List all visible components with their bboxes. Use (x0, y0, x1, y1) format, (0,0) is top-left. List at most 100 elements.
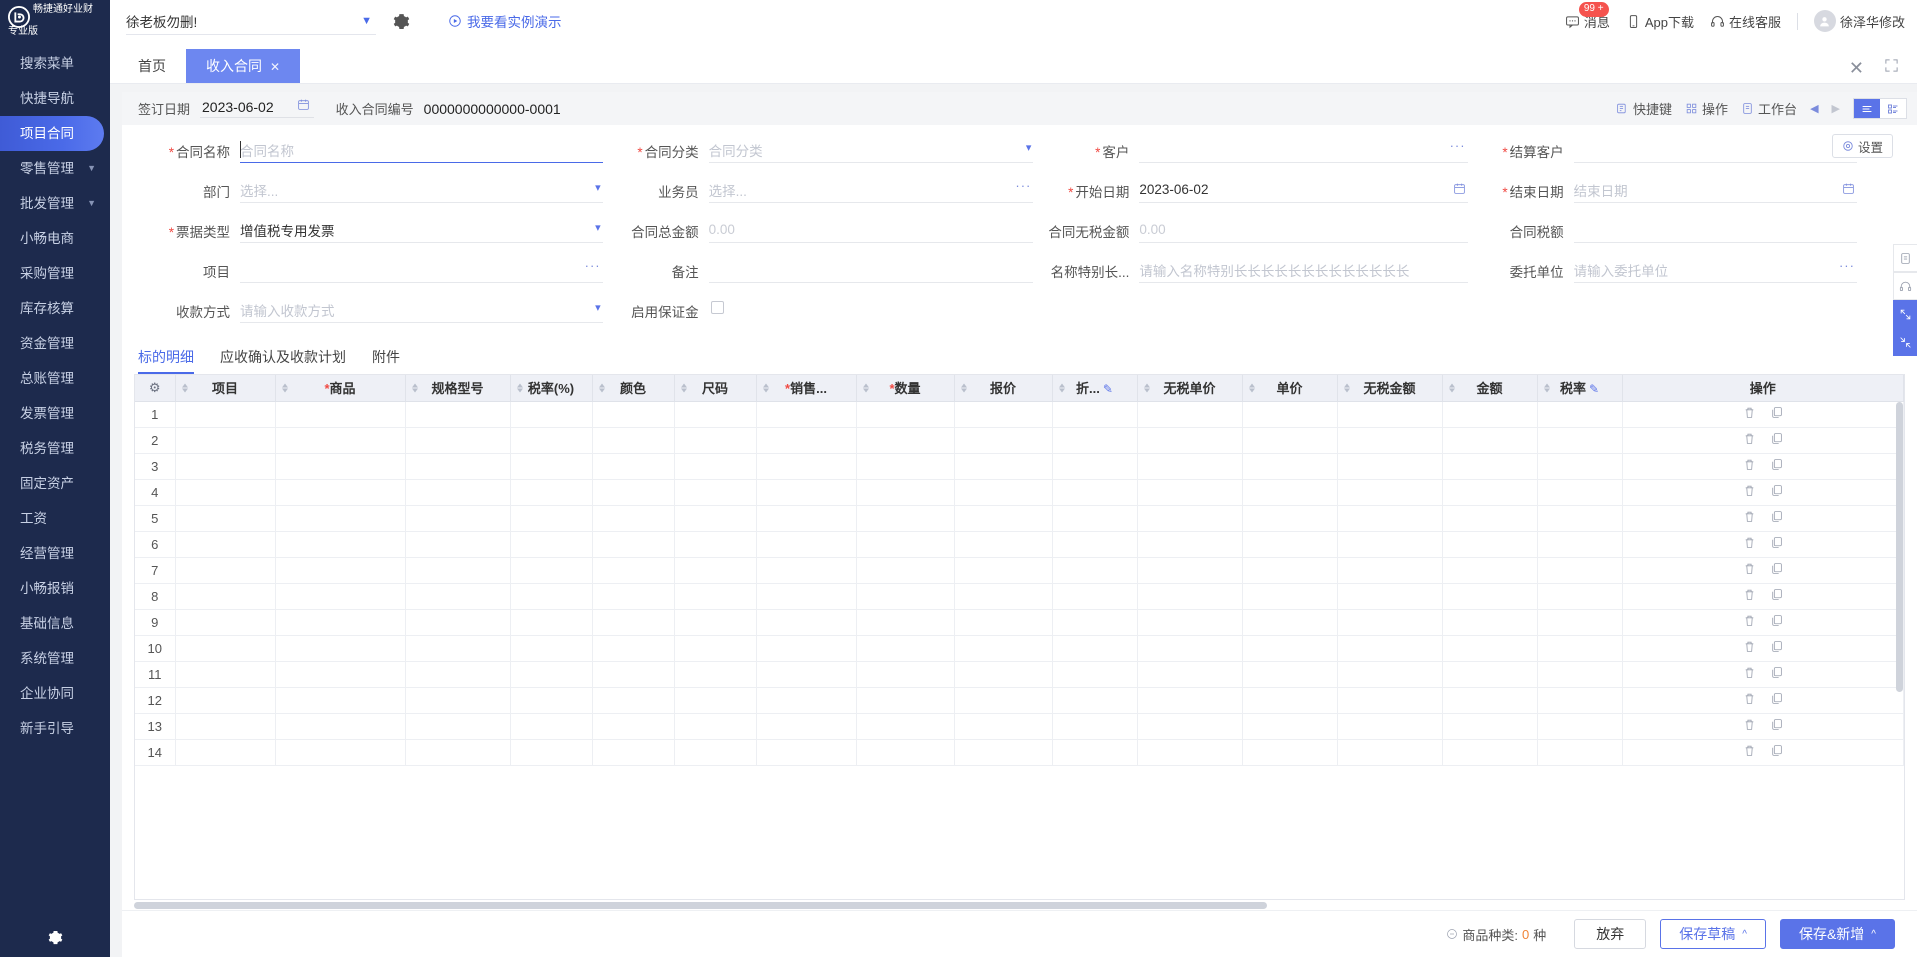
table-cell[interactable] (175, 635, 276, 662)
table-cell[interactable] (1242, 505, 1338, 532)
table-cell[interactable] (275, 635, 406, 662)
sidebar-item-13[interactable]: 工资 (0, 501, 110, 536)
next-record-button[interactable]: ▶ (1831, 103, 1840, 115)
sidebar-item-4[interactable]: 批发管理 ▼ (0, 186, 110, 221)
table-cell[interactable] (592, 739, 675, 766)
table-cell[interactable] (1537, 453, 1623, 480)
table-cell[interactable] (1242, 583, 1338, 610)
table-cell[interactable] (1442, 531, 1538, 558)
account-selector[interactable]: 徐老板勿删! ▼ (126, 7, 376, 35)
table-cell[interactable] (1442, 661, 1538, 688)
more-options-icon[interactable]: ··· (584, 258, 601, 273)
table-cell[interactable] (1052, 531, 1138, 558)
sort-control[interactable] (1543, 383, 1550, 393)
field-control[interactable]: 选择... ▾ (240, 177, 603, 203)
sign-date-field[interactable]: 2023-06-02 (200, 99, 314, 118)
copy-row-icon[interactable] (1770, 406, 1783, 422)
sort-control[interactable] (680, 383, 687, 393)
sidebar-item-17[interactable]: 系统管理 (0, 641, 110, 676)
table-cell[interactable] (592, 661, 675, 688)
table-cell[interactable] (175, 531, 276, 558)
sidebar-item-5[interactable]: 小畅电商 (0, 221, 110, 256)
table-cell[interactable] (756, 505, 857, 532)
table-cell[interactable] (674, 453, 757, 480)
copy-row-icon[interactable] (1770, 614, 1783, 630)
table-cell[interactable] (1137, 609, 1243, 636)
prev-record-button[interactable]: ◀ (1810, 103, 1819, 115)
table-cell[interactable] (510, 453, 593, 480)
table-cell[interactable] (1337, 557, 1443, 584)
table-cell[interactable] (1052, 583, 1138, 610)
sidebar-item-8[interactable]: 资金管理 (0, 326, 110, 361)
fullscreen-button[interactable] (1884, 58, 1899, 77)
sort-control[interactable] (281, 383, 288, 393)
table-cell[interactable] (275, 427, 406, 454)
table-cell[interactable] (1137, 687, 1243, 714)
table-cell[interactable] (856, 661, 955, 688)
table-cell[interactable] (756, 713, 857, 740)
sidebar-item-6[interactable]: 采购管理 (0, 256, 110, 291)
scrollbar-thumb[interactable] (134, 902, 1268, 909)
table-cell[interactable] (1537, 635, 1623, 662)
table-cell[interactable] (592, 635, 675, 662)
table-cell[interactable] (954, 453, 1053, 480)
table-cell[interactable] (1537, 661, 1623, 688)
table-cell[interactable] (1537, 739, 1623, 766)
table-cell[interactable] (1052, 453, 1138, 480)
sidebar-item-7[interactable]: 库存核算 (0, 291, 110, 326)
field-control[interactable]: 增值税专用发票 ▾ (240, 217, 603, 243)
table-cell[interactable] (1137, 661, 1243, 688)
field-control[interactable]: 请输入收款方式 ▾ (240, 297, 603, 323)
table-column-3[interactable]: 规格型号 (405, 375, 511, 402)
table-cell[interactable] (856, 479, 955, 506)
field-control[interactable]: 0.00 (708, 217, 1034, 243)
detail-tab-0[interactable]: 标的明细 (138, 347, 194, 374)
table-cell[interactable] (1052, 687, 1138, 714)
table-cell[interactable] (756, 609, 857, 636)
table-cell[interactable] (1052, 557, 1138, 584)
table-cell[interactable] (592, 505, 675, 532)
table-cell[interactable] (1442, 453, 1538, 480)
sort-control[interactable] (411, 383, 418, 393)
table-cell[interactable] (510, 739, 593, 766)
table-cell[interactable] (405, 739, 511, 766)
table-cell[interactable] (275, 739, 406, 766)
tab-1[interactable]: 收入合同 ✕ (186, 49, 301, 83)
table-cell[interactable] (510, 401, 593, 428)
list-view-button[interactable] (1854, 99, 1880, 118)
delete-row-icon[interactable] (1743, 614, 1756, 630)
delete-row-icon[interactable] (1743, 562, 1756, 578)
table-cell[interactable] (856, 635, 955, 662)
table-cell[interactable] (275, 479, 406, 506)
calendar-icon[interactable] (1842, 182, 1855, 198)
sidebar-item-3[interactable]: 零售管理 ▼ (0, 151, 110, 186)
settings-button[interactable] (390, 10, 412, 32)
table-cell[interactable] (674, 661, 757, 688)
table-cell[interactable] (856, 531, 955, 558)
table-cell[interactable] (275, 401, 406, 428)
table-cell[interactable] (756, 531, 857, 558)
table-cell[interactable] (756, 635, 857, 662)
table-cell[interactable] (1442, 401, 1538, 428)
table-cell[interactable] (756, 453, 857, 480)
table-cell[interactable] (1442, 687, 1538, 714)
save-and-new-button[interactable]: 保存&新增 ^ (1779, 919, 1895, 949)
table-cell[interactable] (856, 557, 955, 584)
table-cell[interactable] (405, 479, 511, 506)
delete-row-icon[interactable] (1743, 536, 1756, 552)
table-cell[interactable] (674, 713, 757, 740)
copy-row-icon[interactable] (1770, 692, 1783, 708)
table-cell[interactable] (954, 583, 1053, 610)
table-cell[interactable] (275, 713, 406, 740)
table-cell[interactable] (756, 687, 857, 714)
table-cell[interactable] (405, 583, 511, 610)
table-cell[interactable] (1537, 687, 1623, 714)
table-cell[interactable] (954, 635, 1053, 662)
table-cell[interactable] (1537, 609, 1623, 636)
detail-tab-2[interactable]: 附件 (372, 349, 400, 365)
table-cell[interactable] (1052, 427, 1138, 454)
field-control[interactable]: ··· (240, 257, 603, 283)
table-column-4[interactable]: 税率(%) (510, 375, 593, 402)
app-download-button[interactable]: App下载 (1626, 12, 1694, 31)
table-cell[interactable] (1337, 453, 1443, 480)
